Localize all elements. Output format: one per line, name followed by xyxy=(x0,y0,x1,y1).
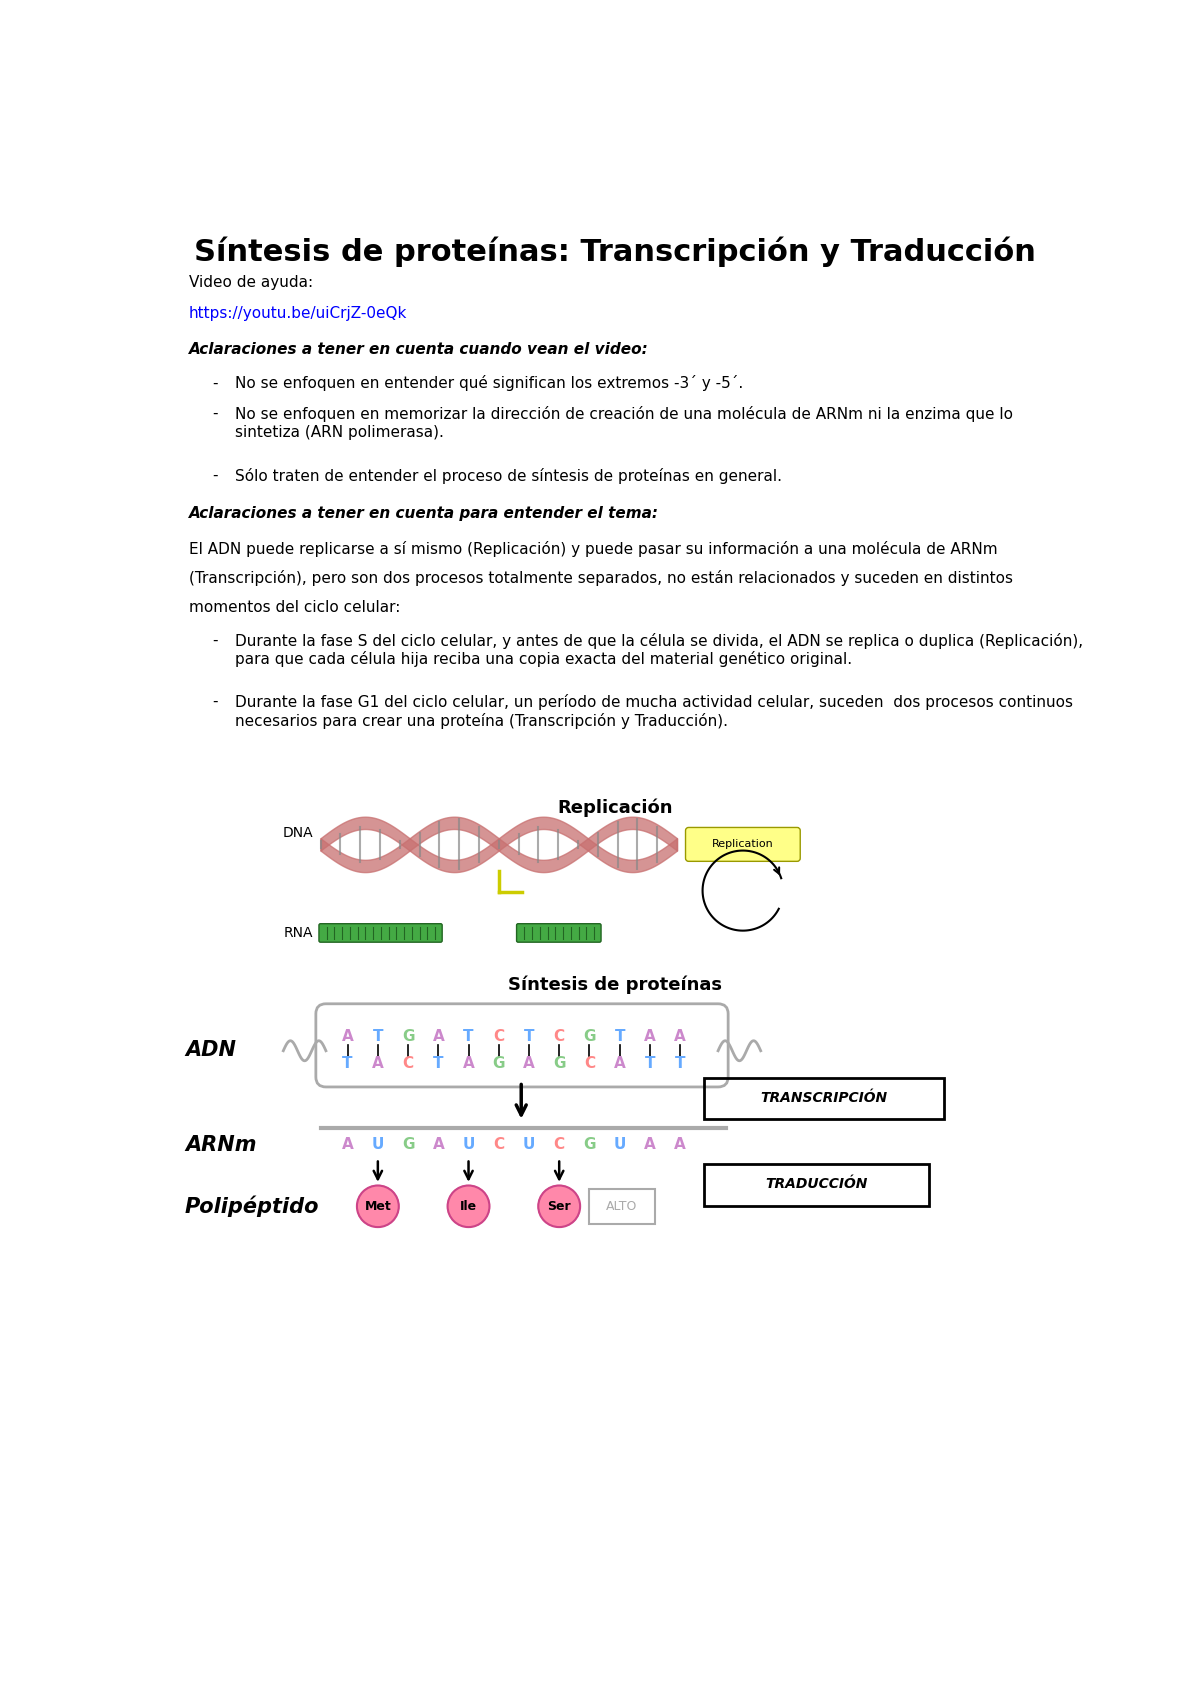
Text: TRANSCRIPCIÓN: TRANSCRIPCIÓN xyxy=(761,1090,888,1105)
Text: T: T xyxy=(644,1056,655,1071)
Text: G: G xyxy=(583,1138,595,1153)
Text: T: T xyxy=(674,1056,685,1071)
Text: A: A xyxy=(463,1056,474,1071)
FancyBboxPatch shape xyxy=(319,924,442,942)
Text: A: A xyxy=(342,1029,354,1044)
Text: Sólo traten de entender el proceso de síntesis de proteínas en general.: Sólo traten de entender el proceso de sí… xyxy=(235,469,782,484)
Text: Video de ayuda:: Video de ayuda: xyxy=(188,275,313,290)
Text: G: G xyxy=(402,1029,414,1044)
Text: A: A xyxy=(613,1056,625,1071)
Text: G: G xyxy=(553,1056,565,1071)
Text: ARNm: ARNm xyxy=(185,1134,257,1155)
FancyBboxPatch shape xyxy=(516,924,601,942)
Text: Síntesis de proteínas: Transcripción y Traducción: Síntesis de proteínas: Transcripción y T… xyxy=(194,236,1036,267)
Text: T: T xyxy=(433,1056,444,1071)
Text: A: A xyxy=(674,1138,686,1153)
Circle shape xyxy=(539,1185,580,1228)
Text: C: C xyxy=(493,1138,504,1153)
Text: Aclaraciones a tener en cuenta cuando vean el video:: Aclaraciones a tener en cuenta cuando ve… xyxy=(188,343,648,357)
Text: A: A xyxy=(432,1138,444,1153)
Text: Durante la fase G1 del ciclo celular, un período de mucha actividad celular, suc: Durante la fase G1 del ciclo celular, un… xyxy=(235,694,1073,728)
Text: T: T xyxy=(373,1029,383,1044)
Text: G: G xyxy=(583,1029,595,1044)
Text: DNA: DNA xyxy=(282,825,313,841)
Text: T: T xyxy=(463,1029,474,1044)
Text: ADN: ADN xyxy=(185,1039,236,1060)
Text: C: C xyxy=(402,1056,414,1071)
Text: G: G xyxy=(402,1138,414,1153)
Text: Met: Met xyxy=(365,1200,391,1212)
Text: C: C xyxy=(584,1056,595,1071)
Text: Aclaraciones a tener en cuenta para entender el tema:: Aclaraciones a tener en cuenta para ente… xyxy=(188,506,659,521)
Text: -: - xyxy=(212,406,217,421)
Text: U: U xyxy=(523,1138,535,1153)
Text: Durante la fase S del ciclo celular, y antes de que la célula se divida, el ADN : Durante la fase S del ciclo celular, y a… xyxy=(235,633,1084,667)
Text: No se enfoquen en entender qué significan los extremos -3´ y -5´.: No se enfoquen en entender qué significa… xyxy=(235,375,744,392)
Text: No se enfoquen en memorizar la dirección de creación de una molécula de ARNm ni : No se enfoquen en memorizar la dirección… xyxy=(235,406,1013,440)
Text: T: T xyxy=(342,1056,353,1071)
Text: A: A xyxy=(342,1138,354,1153)
Text: T: T xyxy=(523,1029,534,1044)
Text: C: C xyxy=(493,1029,504,1044)
Circle shape xyxy=(448,1185,490,1228)
Text: https://youtu.be/uiCrjZ-0eQk: https://youtu.be/uiCrjZ-0eQk xyxy=(188,306,407,321)
Text: C: C xyxy=(553,1138,565,1153)
Text: RNA: RNA xyxy=(283,925,313,941)
Text: (Transcripción), pero son dos procesos totalmente separados, no están relacionad: (Transcripción), pero son dos procesos t… xyxy=(188,571,1013,586)
Text: -: - xyxy=(212,469,217,482)
Text: Síntesis de proteínas: Síntesis de proteínas xyxy=(508,975,722,993)
Text: A: A xyxy=(644,1138,655,1153)
Text: El ADN puede replicarse a sí mismo (Replicación) y puede pasar su información a : El ADN puede replicarse a sí mismo (Repl… xyxy=(188,542,997,557)
Text: A: A xyxy=(432,1029,444,1044)
Text: C: C xyxy=(553,1029,565,1044)
Text: A: A xyxy=(644,1029,655,1044)
Text: U: U xyxy=(372,1138,384,1153)
Text: Ser: Ser xyxy=(547,1200,571,1212)
Text: A: A xyxy=(674,1029,686,1044)
Text: T: T xyxy=(614,1029,625,1044)
Text: ALTO: ALTO xyxy=(606,1200,637,1212)
Text: U: U xyxy=(613,1138,626,1153)
Text: G: G xyxy=(492,1056,505,1071)
Text: -: - xyxy=(212,375,217,391)
Text: Replication: Replication xyxy=(712,839,774,849)
Text: Polipéptido: Polipéptido xyxy=(185,1195,319,1217)
Text: momentos del ciclo celular:: momentos del ciclo celular: xyxy=(188,599,400,615)
Text: Ile: Ile xyxy=(460,1200,478,1212)
Text: U: U xyxy=(462,1138,475,1153)
Text: TRADUCCIÓN: TRADUCCIÓN xyxy=(766,1177,868,1190)
Text: A: A xyxy=(523,1056,535,1071)
Text: -: - xyxy=(212,633,217,647)
Text: -: - xyxy=(212,694,217,710)
Text: Replicación: Replicación xyxy=(557,798,673,817)
Text: A: A xyxy=(372,1056,384,1071)
FancyBboxPatch shape xyxy=(685,827,800,861)
Circle shape xyxy=(356,1185,398,1228)
